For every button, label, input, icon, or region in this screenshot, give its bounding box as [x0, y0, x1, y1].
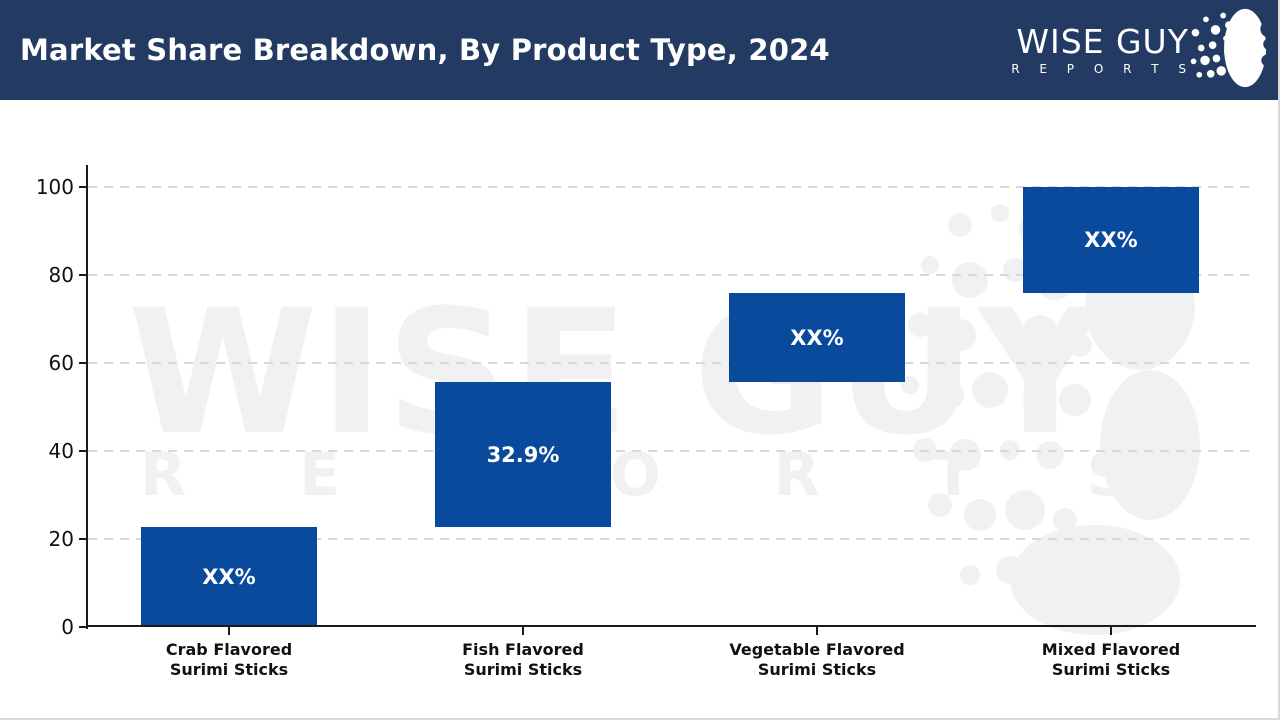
y-tick-label: 100: [35, 174, 74, 199]
wise-guy-logo-face-icon: [1184, 6, 1280, 94]
x-category-label: Crab Flavored Surimi Sticks: [82, 640, 376, 680]
bar-segment: XX%: [729, 293, 905, 383]
y-tick-label: 20: [48, 526, 74, 551]
x-category-label-line: Vegetable Flavored: [729, 640, 905, 659]
x-tick-mark: [522, 627, 524, 635]
wise-guy-logo: WISE GUY R E P O R T S: [1011, 6, 1280, 94]
x-tick-mark: [228, 627, 230, 635]
bar-value-label: 32.9%: [486, 442, 560, 467]
page-title: Market Share Breakdown, By Product Type,…: [20, 33, 830, 67]
gridline: [88, 449, 1254, 452]
bar-value-label: XX%: [1084, 227, 1138, 252]
y-tick-label: 80: [48, 262, 74, 287]
x-axis-line: [86, 625, 1256, 627]
x-category-label-line: Surimi Sticks: [463, 660, 583, 679]
header-bar: Market Share Breakdown, By Product Type,…: [0, 0, 1280, 100]
x-category-label: Mixed Flavored Surimi Sticks: [964, 640, 1258, 680]
logo-tagline: R E P O R T S: [1011, 62, 1194, 76]
y-tick-label: 0: [61, 615, 74, 639]
gridline: [88, 537, 1254, 540]
x-category-label-line: Fish Flavored: [462, 640, 584, 659]
y-tick-mark: [79, 449, 87, 452]
x-tick-mark: [1110, 627, 1112, 635]
bar-segment: XX%: [1023, 186, 1199, 294]
gridline: [88, 273, 1254, 276]
y-tick-mark: [79, 185, 87, 188]
y-tick-label: 60: [48, 350, 74, 375]
bar-value-label: XX%: [202, 564, 256, 589]
wise-guy-logo-text: WISE GUY R E P O R T S: [1011, 22, 1194, 77]
y-tick-mark: [79, 361, 87, 364]
bar-segment: XX%: [141, 527, 317, 627]
x-tick-mark: [816, 627, 818, 635]
x-category-label: Fish Flavored Surimi Sticks: [376, 640, 670, 680]
bar-segment: 32.9%: [435, 382, 611, 527]
gridline: [88, 185, 1254, 188]
x-category-label-line: Surimi Sticks: [1051, 660, 1171, 679]
x-category-label-line: Surimi Sticks: [169, 660, 289, 679]
bar-value-label: XX%: [790, 325, 844, 350]
watermark-text: WISE GUY: [128, 272, 1105, 473]
y-tick-label: 40: [48, 438, 74, 463]
y-tick-mark: [79, 537, 87, 540]
y-tick-mark: [79, 273, 87, 276]
x-category-label-line: Crab Flavored: [165, 640, 293, 659]
logo-name: WISE GUY: [1016, 22, 1189, 61]
y-axis-line: [86, 165, 88, 629]
y-tick-mark: [79, 626, 87, 628]
x-category-label-line: Mixed Flavored: [1041, 640, 1181, 659]
gridline: [88, 361, 1254, 364]
x-category-label-line: Surimi Sticks: [757, 660, 877, 679]
x-category-label: Vegetable Flavored Surimi Sticks: [670, 640, 964, 680]
